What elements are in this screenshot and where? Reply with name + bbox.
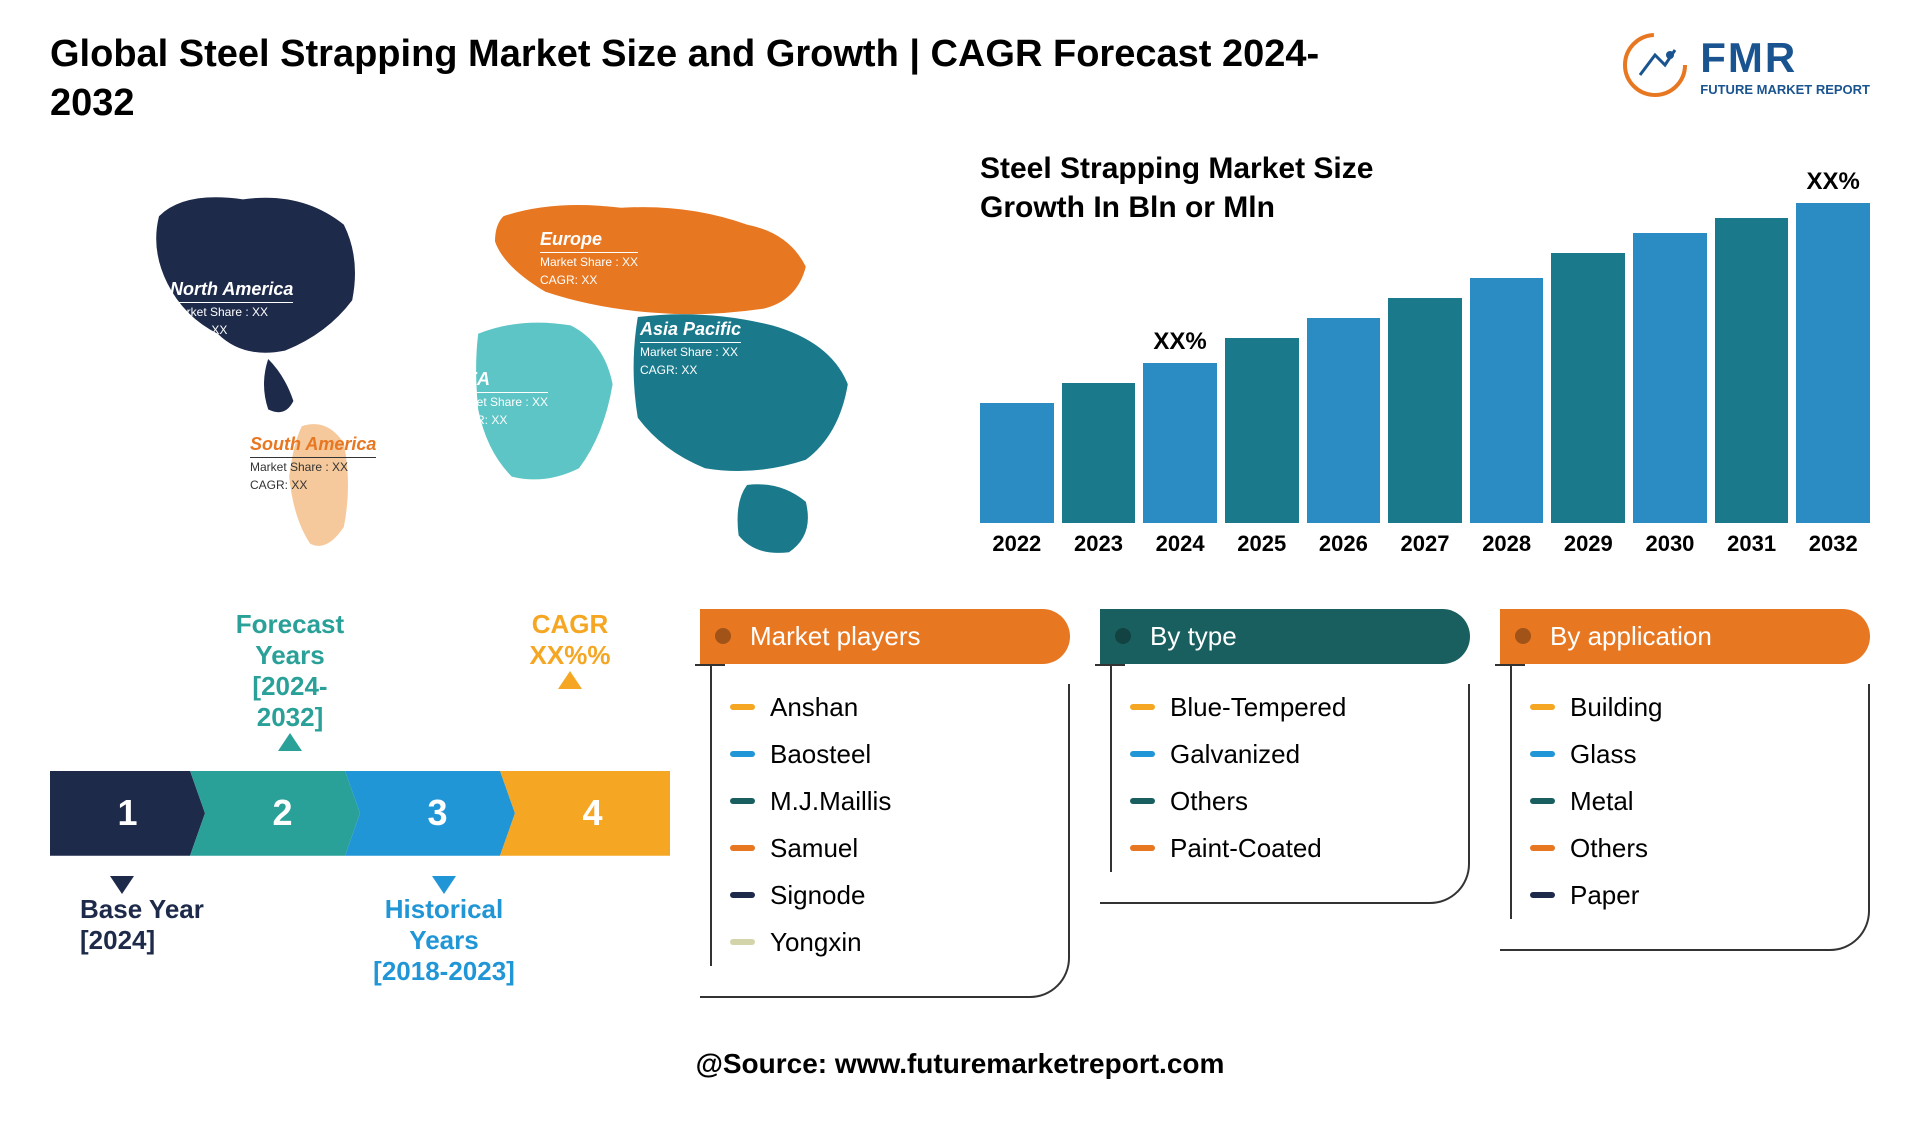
timeline: Forecast Years [2024-2032] CAGR XX%% 123… bbox=[50, 609, 670, 998]
timeline-segment-1: 1 bbox=[50, 771, 205, 856]
bar-2025: 2025 bbox=[1225, 338, 1299, 557]
chart-title: Steel Strapping Market Size Growth In Bl… bbox=[980, 149, 1430, 227]
category-header: By application bbox=[1500, 609, 1870, 664]
bar-2024: XX%2024 bbox=[1143, 363, 1217, 557]
category-market-players: Market playersAnshanBaosteelM.J.MaillisS… bbox=[700, 609, 1070, 998]
bar-2023: 2023 bbox=[1062, 383, 1136, 557]
historical-label: Historical Years [2018-2023] bbox=[360, 876, 528, 987]
category-item: Blue-Tempered bbox=[1130, 684, 1448, 731]
region-asia-pacific: Asia Pacific Market Share : XX CAGR: XX bbox=[640, 319, 741, 377]
category-header: By type bbox=[1100, 609, 1470, 664]
category-item: Metal bbox=[1530, 778, 1848, 825]
category-item: Yongxin bbox=[730, 919, 1048, 966]
world-map: North America Market Share : XX CAGR: XX… bbox=[50, 149, 940, 569]
category-by-type: By type Blue-TemperedGalvanizedOthersPain… bbox=[1100, 609, 1470, 998]
region-south-america: South America Market Share : XX CAGR: XX bbox=[250, 434, 376, 492]
category-item: Anshan bbox=[730, 684, 1048, 731]
bar-2028: 2028 bbox=[1470, 278, 1544, 557]
region-mea: MEA Market Share : XX CAGR: XX bbox=[450, 369, 548, 427]
categories: Market playersAnshanBaosteelM.J.MaillisS… bbox=[700, 609, 1870, 998]
timeline-segment-4: 4 bbox=[500, 771, 670, 856]
category-item: Signode bbox=[730, 872, 1048, 919]
category-item: Paper bbox=[1530, 872, 1848, 919]
bar-2032: XX%2032 bbox=[1796, 203, 1870, 557]
category-header: Market players bbox=[700, 609, 1070, 664]
region-north-america: North America Market Share : XX CAGR: XX bbox=[170, 279, 293, 337]
category-by-application: By application BuildingGlassMetalOthersPa… bbox=[1500, 609, 1870, 998]
region-europe: Europe Market Share : XX CAGR: XX bbox=[540, 229, 638, 287]
logo-brand: FMR bbox=[1700, 34, 1870, 82]
base-year-label: Base Year [2024] bbox=[80, 876, 220, 987]
bar-chart: 20222023XX%20242025202620272028202920302… bbox=[980, 237, 1870, 557]
bar-2027: 2027 bbox=[1388, 298, 1462, 557]
logo-icon bbox=[1620, 30, 1690, 100]
category-item: Baosteel bbox=[730, 731, 1048, 778]
bottom-section: Forecast Years [2024-2032] CAGR XX%% 123… bbox=[50, 609, 1870, 998]
bar-2029: 2029 bbox=[1551, 253, 1625, 557]
logo: FMR FUTURE MARKET REPORT bbox=[1620, 30, 1870, 100]
bar-2026: 2026 bbox=[1307, 318, 1381, 557]
category-item: Others bbox=[1530, 825, 1848, 872]
category-item: Building bbox=[1530, 684, 1848, 731]
category-item: Paint-Coated bbox=[1130, 825, 1448, 872]
bar-2022: 2022 bbox=[980, 403, 1054, 557]
bar-2030: 2030 bbox=[1633, 233, 1707, 557]
logo-tagline: FUTURE MARKET REPORT bbox=[1700, 82, 1870, 97]
category-item: Others bbox=[1130, 778, 1448, 825]
timeline-segment-3: 3 bbox=[345, 771, 515, 856]
category-item: Galvanized bbox=[1130, 731, 1448, 778]
timeline-segment-2: 2 bbox=[190, 771, 360, 856]
category-item: Samuel bbox=[730, 825, 1048, 872]
category-item: M.J.Maillis bbox=[730, 778, 1048, 825]
timeline-bar: 1234 bbox=[50, 771, 670, 856]
page-title: Global Steel Strapping Market Size and G… bbox=[50, 30, 1350, 129]
category-item: Glass bbox=[1530, 731, 1848, 778]
bar-2031: 2031 bbox=[1715, 218, 1789, 557]
header: Global Steel Strapping Market Size and G… bbox=[50, 30, 1870, 129]
forecast-label: Forecast Years [2024-2032] bbox=[220, 609, 360, 751]
main-content: North America Market Share : XX CAGR: XX… bbox=[50, 149, 1870, 569]
cagr-label: CAGR XX%% bbox=[500, 609, 640, 751]
source-text: @Source: www.futuremarketreport.com bbox=[50, 1048, 1870, 1080]
bar-chart-section: Steel Strapping Market Size Growth In Bl… bbox=[980, 149, 1870, 569]
